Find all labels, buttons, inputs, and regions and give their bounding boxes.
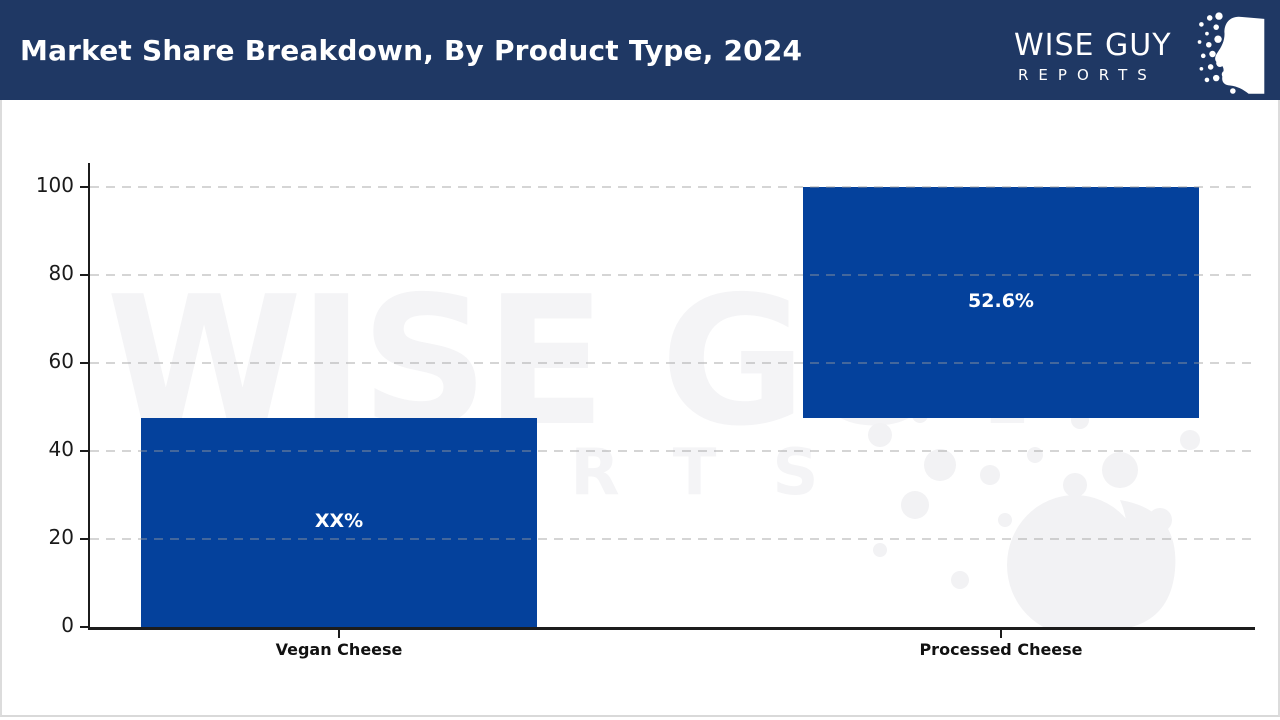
logo-text-wise-guy: WISE GUY (1014, 28, 1172, 63)
y-tick-label-60: 60 (48, 349, 74, 373)
gridline-20 (90, 538, 1253, 540)
y-tick-label-40: 40 (48, 437, 74, 461)
bar-value-label-0: XX% (314, 509, 364, 532)
y-tick-label-0: 0 (61, 613, 74, 637)
brand-logo: WISE GUY REPORTS (1008, 8, 1268, 94)
logo-face-icon (1197, 12, 1265, 94)
bar-processed-cheese (803, 187, 1199, 419)
y-tick-label-80: 80 (48, 261, 74, 285)
gridline-100 (90, 186, 1253, 188)
gridline-60 (90, 362, 1253, 364)
y-tick-60 (80, 362, 88, 364)
y-tick-label-100: 100 (35, 173, 74, 197)
y-tick-100 (80, 186, 88, 188)
bar-vegan-cheese (141, 418, 537, 627)
gridline-80 (90, 274, 1253, 276)
y-tick-label-20: 20 (48, 525, 74, 549)
y-axis-line (88, 163, 90, 629)
y-tick-20 (80, 538, 88, 540)
watermark-dot-face (868, 407, 1200, 630)
y-tick-0 (80, 626, 88, 628)
bar-value-label-1: 52.6% (968, 289, 1034, 312)
y-tick-40 (80, 450, 88, 452)
x-tick-0 (338, 630, 340, 638)
gridline-40 (90, 450, 1253, 452)
x-category-label-1: Processed Cheese (919, 640, 1083, 659)
header-bar: Market Share Breakdown, By Product Type,… (0, 0, 1280, 100)
x-axis-line (88, 627, 1255, 630)
logo-text-reports: REPORTS (1018, 66, 1157, 84)
page-title: Market Share Breakdown, By Product Type,… (20, 33, 803, 67)
x-tick-1 (1000, 630, 1002, 638)
x-category-label-0: Vegan Cheese (275, 640, 403, 659)
y-tick-80 (80, 274, 88, 276)
